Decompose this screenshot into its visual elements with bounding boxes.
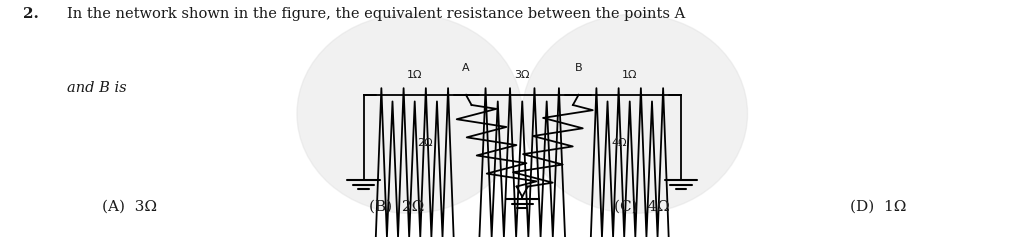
Text: and B is: and B is <box>67 81 126 95</box>
Text: In the network shown in the figure, the equivalent resistance between the points: In the network shown in the figure, the … <box>67 7 685 21</box>
Text: (A)  3Ω: (A) 3Ω <box>102 199 158 213</box>
Text: 1Ω: 1Ω <box>622 70 638 80</box>
Text: A: A <box>462 64 470 73</box>
Text: 2Ω: 2Ω <box>417 138 433 148</box>
Text: (D)  1Ω: (D) 1Ω <box>850 199 906 213</box>
Ellipse shape <box>297 14 522 213</box>
Text: 1Ω: 1Ω <box>407 70 423 80</box>
Text: 3Ω: 3Ω <box>514 70 530 80</box>
Text: 4Ω: 4Ω <box>611 138 628 148</box>
Text: (C)  4Ω: (C) 4Ω <box>614 199 670 213</box>
Text: (B)  2Ω: (B) 2Ω <box>369 199 424 213</box>
Text: 2.: 2. <box>23 7 39 21</box>
Ellipse shape <box>522 14 748 213</box>
Text: B: B <box>574 64 583 73</box>
